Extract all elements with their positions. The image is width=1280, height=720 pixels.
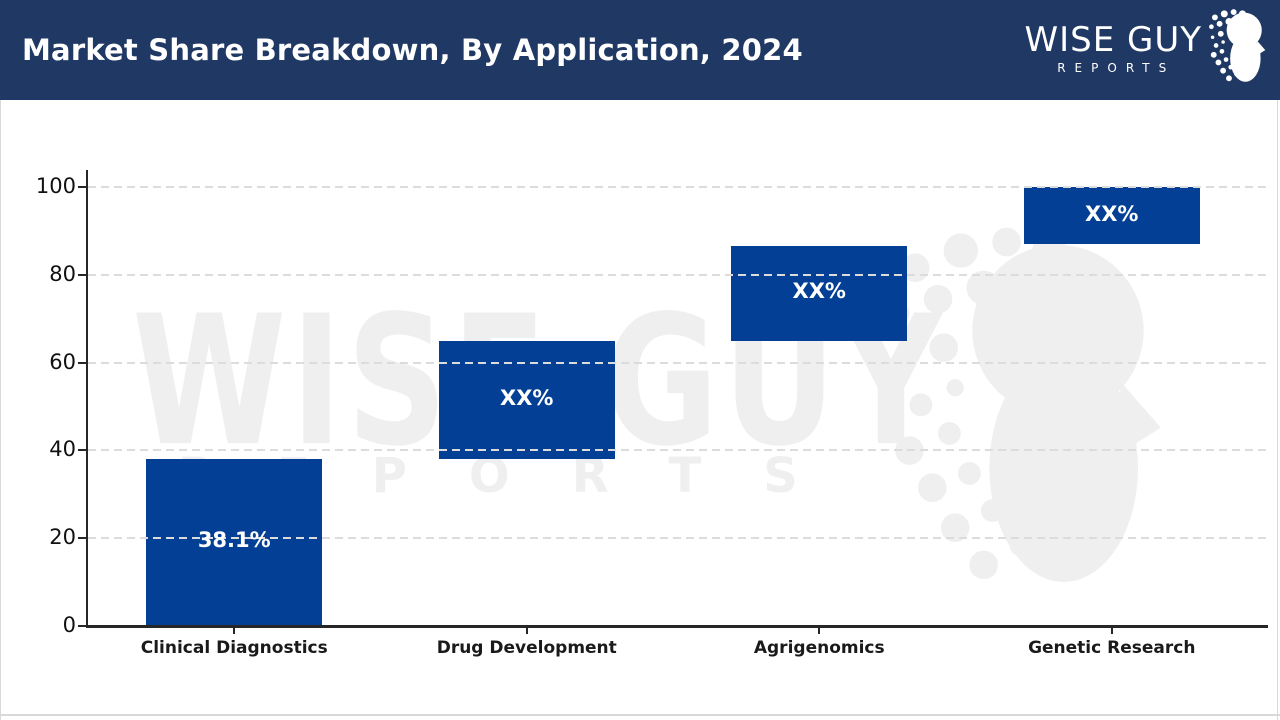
x-tick-3 [1110,626,1113,634]
y-tick-label-0: 0 [62,613,76,637]
y-tick-label-100: 100 [35,174,76,198]
y-tick-20 [78,537,86,540]
bar-value-label-1: XX% [500,385,554,410]
gridline-80 [88,273,1268,276]
y-tick-100 [78,186,86,188]
header-bar: Market Share Breakdown, By Application, … [0,0,1280,100]
y-tick-0 [78,625,86,627]
y-tick-label-40: 40 [49,437,76,462]
y-tick-80 [78,273,86,276]
bar-value-label-2: XX% [792,279,846,304]
page-title: Market Share Breakdown, By Application, … [22,33,803,67]
x-category-label-2: Agrigenomics [753,638,885,658]
logo-text: WISE GUY REPORTS [1024,20,1202,75]
gridline-100 [88,186,1268,188]
bar-2 [731,246,908,341]
x-tick-2 [818,626,821,634]
y-axis-line [86,170,88,626]
bar-value-label-3: XX% [1085,201,1139,226]
x-tick-1 [525,626,528,634]
page-border-right [1277,100,1278,720]
bar-0 [146,458,323,626]
x-tick-0 [233,626,236,634]
logo-face-icon [1209,9,1266,82]
x-axis-line [86,625,1268,628]
y-tick-label-20: 20 [49,525,76,550]
watermark-face-icon [886,227,1161,582]
x-category-label-0: Clinical Diagnostics [140,638,328,658]
logo-reports-text: REPORTS [1057,60,1176,75]
page-border-left [0,100,1,720]
bar-1 [438,340,615,459]
x-category-label-1: Drug Development [436,638,617,658]
y-tick-label-80: 80 [49,261,76,286]
x-category-label-3: Genetic Research [1028,638,1196,658]
logo-wordmark: WISE GUY [1024,20,1202,61]
gridline-20 [88,537,1268,540]
bar-3 [1023,187,1200,245]
y-tick-40 [78,449,86,452]
bar-value-label-0: 38.1% [197,528,271,553]
wise-guy-logo: WISE GUY REPORTS [1024,8,1266,90]
y-tick-60 [78,361,86,364]
page-border-bottom [0,714,1280,716]
y-tick-label-60: 60 [49,349,76,374]
gridline-60 [88,361,1268,364]
gridline-40 [88,449,1268,452]
